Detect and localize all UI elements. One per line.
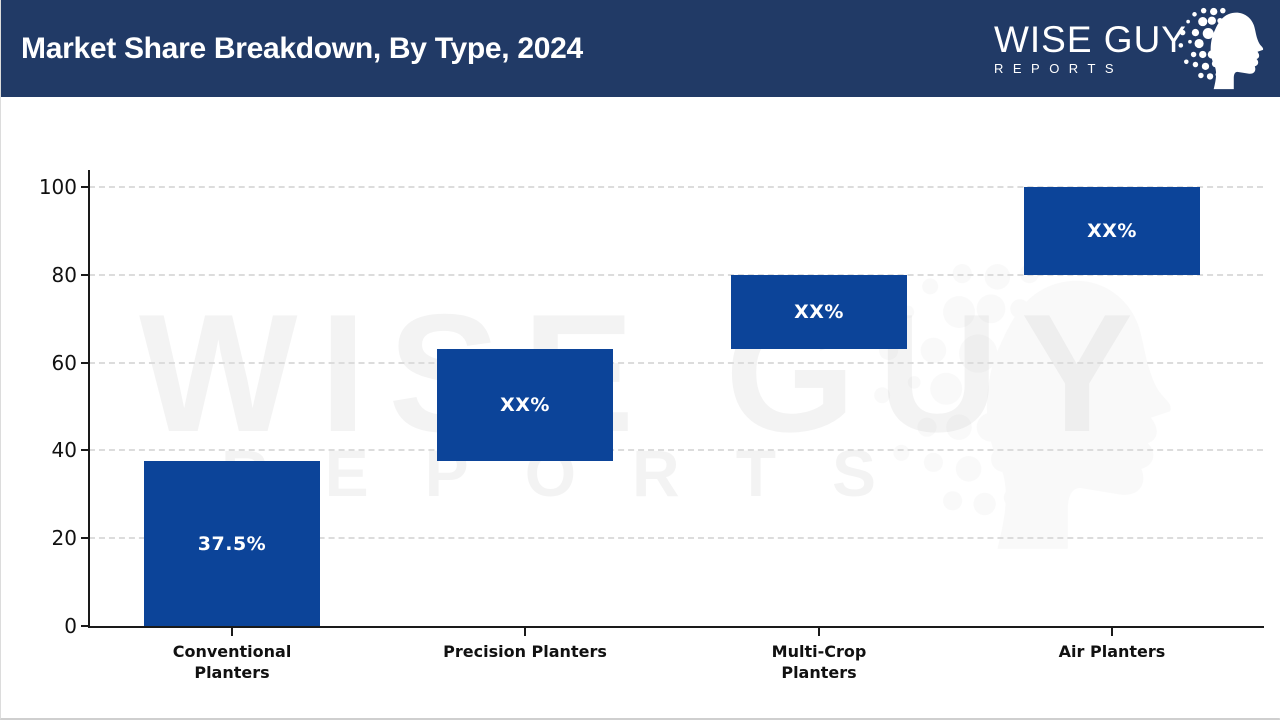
category-label-line: Multi-Crop [771,642,867,661]
x-axis-tick [1111,628,1113,636]
gridline [89,186,1263,188]
y-tick-label: 60 [51,350,77,375]
page-title: Market Share Breakdown, By Type, 2024 [21,31,583,65]
y-axis-tick [81,361,89,364]
category-label-line: Conventional [172,642,292,661]
category-label-line: Precision Planters [443,642,607,661]
bar-value-label: XX% [500,394,550,417]
category-label: Air Planters [982,641,1242,662]
bar-segment[interactable]: XX% [437,349,613,462]
category-label-line: Planters [781,663,857,682]
y-axis-tick [81,186,89,188]
y-axis-tick [81,537,89,540]
bar-segment[interactable]: XX% [731,274,907,350]
brand-subtitle: REPORTS [993,60,1124,76]
gridline [89,273,1263,276]
category-label: Precision Planters [395,641,655,662]
watermark-layer: WISE GUY REPORTS [1,97,1280,718]
bar-value-label: XX% [1087,219,1137,242]
y-axis-tick [81,273,89,276]
category-label: Multi-Crop Planters [689,641,949,683]
category-label-line: Air Planters [1058,642,1166,661]
y-tick-label: 100 [38,175,77,199]
y-tick-label: 20 [51,526,77,551]
plot-layer: 0 20 40 60 80 100 37.5% Conventional Planters XX%… [1,97,1280,718]
gridline [89,361,1263,364]
header-bar: Market Share Breakdown, By Type, 2024 WI… [1,0,1280,97]
gridline [89,537,1263,540]
bar-segment[interactable]: XX% [1024,187,1200,275]
chart-area: WISE GUY REPORTS 0 20 40 60 80 100 37.5% Conven… [1,97,1280,718]
bar-value-label: XX% [794,301,844,324]
category-label-line: Planters [194,663,270,682]
brand-head-icon [1173,7,1269,91]
y-tick-label: 40 [51,438,77,463]
brand-logo: WISE GUY REPORTS [994,7,1269,91]
y-tick-label: 80 [51,262,77,287]
y-axis-tick [81,625,89,627]
category-label: Conventional Planters [102,641,362,683]
bar-segment[interactable]: 37.5% [144,461,320,626]
y-axis-tick [81,449,89,452]
x-axis-tick [231,628,233,636]
brand-name: WISE GUY [993,18,1187,60]
brand-logo-text: WISE GUY REPORTS [993,18,1187,76]
gridline [89,449,1263,452]
y-tick-label: 0 [64,614,77,638]
bar-value-label: 37.5% [197,532,267,555]
x-axis-tick [818,628,820,636]
x-axis-tick [524,628,526,636]
x-axis [88,626,1264,628]
y-axis [88,170,90,628]
